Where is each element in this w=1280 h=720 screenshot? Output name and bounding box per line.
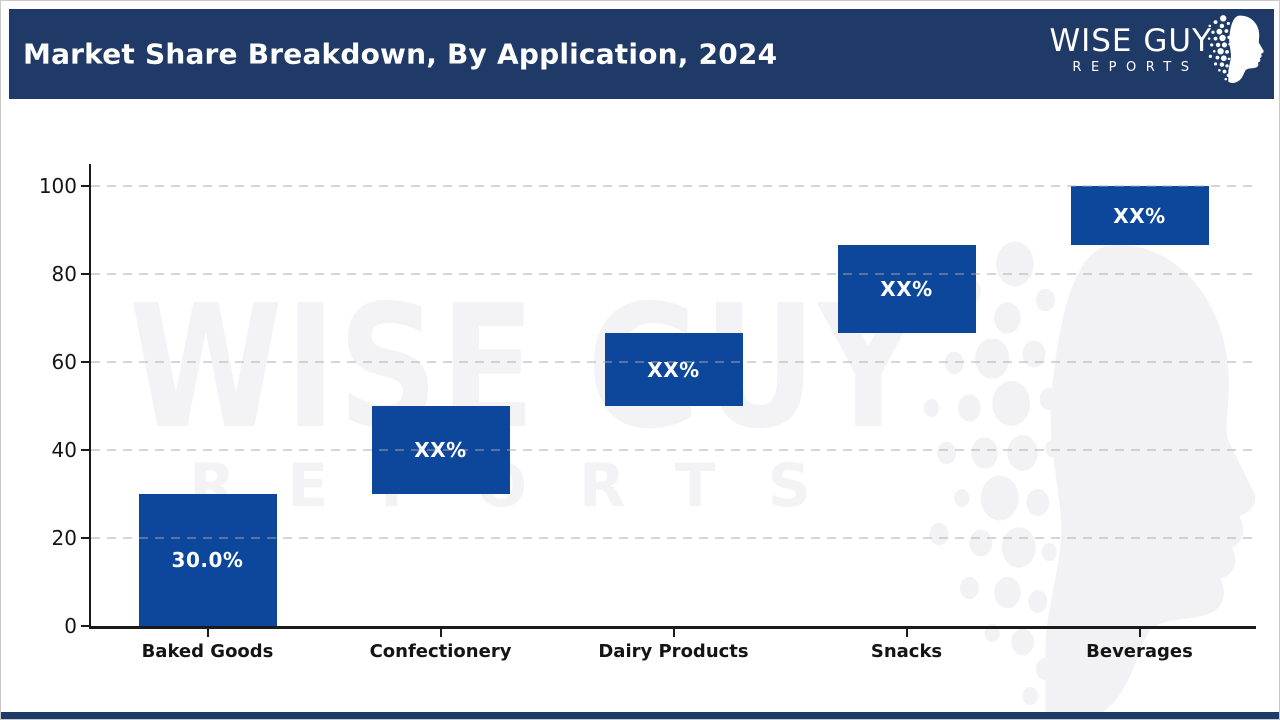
gridline [91,185,1256,187]
bar-value-label: 30.0% [171,548,244,572]
waterfall-bar [371,406,510,494]
category-label: Baked Goods [141,641,274,662]
bar-value-label: XX% [647,357,700,382]
y-tick-mark [81,449,89,451]
y-tick-mark [81,537,89,539]
x-tick-mark [905,629,908,637]
bar-value-label: XX% [880,277,933,302]
bar-value-label: XX% [1113,203,1166,228]
waterfall-bar [604,333,743,406]
x-tick-mark [439,629,442,637]
y-tick-mark [81,361,89,363]
waterfall-bar [837,245,976,334]
gridline [91,449,1256,451]
y-tick-label: 80 [51,262,77,286]
category-label: Confectionery [369,641,512,662]
gridline [91,361,1256,363]
waterfall-chart: 0 20 40 60 80 100 30.0% Baked Goods XX% Confectio… [39,164,1256,662]
brand-logo: WISE GUY REPORTS [1049,25,1212,75]
y-tick-mark [81,185,89,187]
header-bar: Market Share Breakdown, By Application, … [9,9,1274,99]
gridline [91,537,1256,539]
x-tick-mark [672,629,675,637]
y-tick-label: 40 [51,438,77,462]
bar-value-label: XX% [414,438,467,462]
y-tick-label: 60 [51,350,77,374]
y-tick-mark [81,273,89,275]
category-label: Dairy Products [598,641,749,662]
dotted-head-logo-icon [1207,15,1264,84]
y-tick-mark [81,625,89,627]
footer-bar [1,712,1279,719]
x-tick-mark [1138,629,1141,637]
y-tick-label: 0 [64,614,77,638]
category-label: Beverages [1086,641,1193,662]
category-label: Snacks [870,641,943,662]
gridline [91,273,1256,275]
y-tick-label: 100 [38,174,77,198]
waterfall-bar [1070,186,1209,246]
brand-logo-subtitle: REPORTS [1072,59,1199,75]
waterfall-bar [138,494,277,626]
x-tick-mark [206,629,209,637]
brand-logo-name: WISE GUY [1049,23,1212,59]
page-title: Market Share Breakdown, By Application, … [23,37,778,71]
y-tick-label: 20 [51,526,77,550]
